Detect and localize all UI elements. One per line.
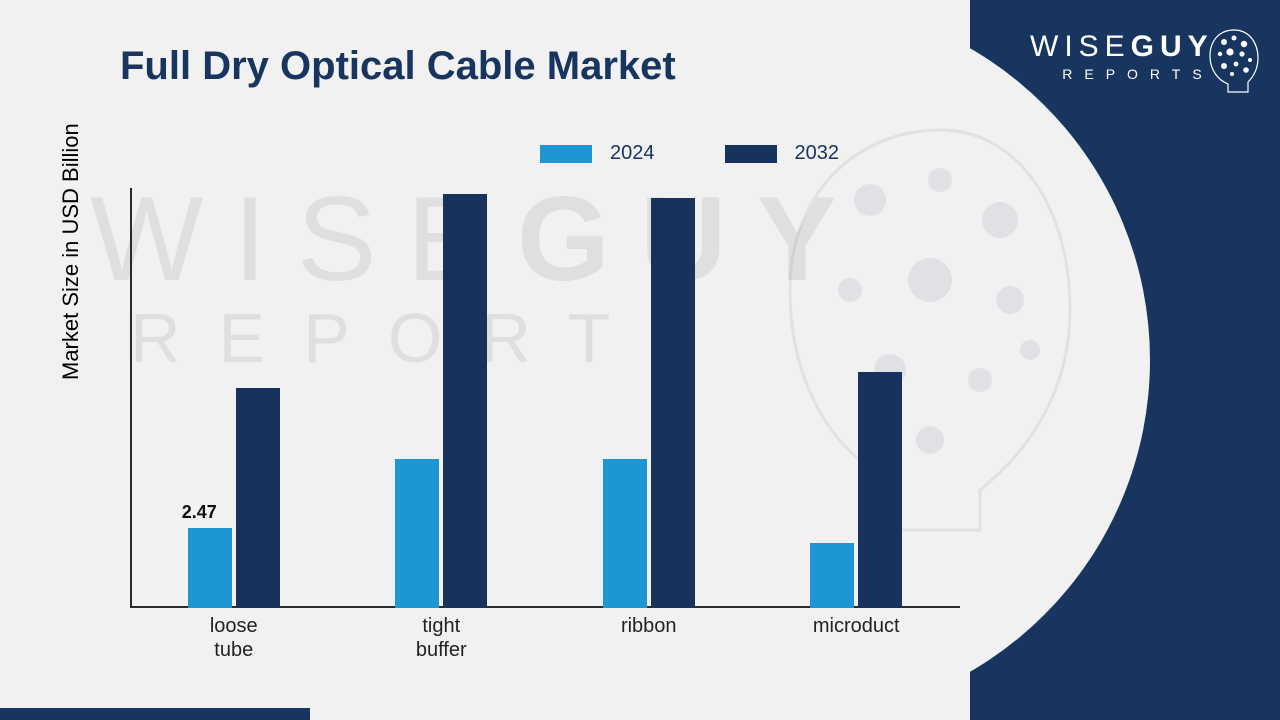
legend-swatch: [540, 145, 592, 163]
legend-label: 2024: [610, 142, 655, 165]
bar: [810, 543, 854, 608]
bar: [236, 388, 280, 608]
legend-swatch: [725, 145, 777, 163]
x-axis-tick-label: tightbuffer: [381, 614, 501, 662]
brand-subline: REPORTS: [1030, 66, 1214, 82]
brand-top-light: WISE: [1030, 30, 1131, 63]
chart-title: Full Dry Optical Cable Market: [120, 44, 676, 89]
bar-group: 2.47: [174, 388, 294, 608]
bar: [443, 194, 487, 608]
bar-group: [796, 372, 916, 608]
legend: 2024 2032: [540, 142, 839, 165]
x-axis-tick-label: microduct: [796, 614, 916, 662]
brand-band: WISEGUY REPORTS: [970, 0, 1280, 720]
bar: [858, 372, 902, 608]
legend-label: 2032: [795, 142, 840, 165]
bar: [395, 459, 439, 608]
legend-item: 2024: [540, 142, 655, 165]
y-axis-label: Market Size in USD Billion: [58, 123, 84, 380]
bottom-accent-bar: [0, 708, 310, 720]
x-axis-labels: loosetube tightbuffer ribbon microduct: [130, 614, 960, 662]
bar: [603, 459, 647, 608]
brand-wordmark: WISEGUY: [1030, 30, 1214, 64]
brain-head-icon: [1204, 28, 1260, 94]
legend-item: 2032: [725, 142, 840, 165]
bar: [651, 198, 695, 608]
bar-group: [381, 194, 501, 608]
brand-top-bold: GUY: [1131, 30, 1214, 63]
x-axis-tick-label: ribbon: [589, 614, 709, 662]
plot-area: 2.47: [130, 188, 960, 608]
bar-groups: 2.47: [130, 188, 960, 608]
chart-card: WISEGUY REPORTS Full Dry Optical Cable M…: [0, 0, 1280, 720]
brand-logo: WISEGUY REPORTS: [1030, 30, 1214, 82]
bar-group: [589, 198, 709, 608]
bar-value-label: 2.47: [182, 502, 217, 523]
bar: [188, 528, 232, 608]
x-axis-tick-label: loosetube: [174, 614, 294, 662]
